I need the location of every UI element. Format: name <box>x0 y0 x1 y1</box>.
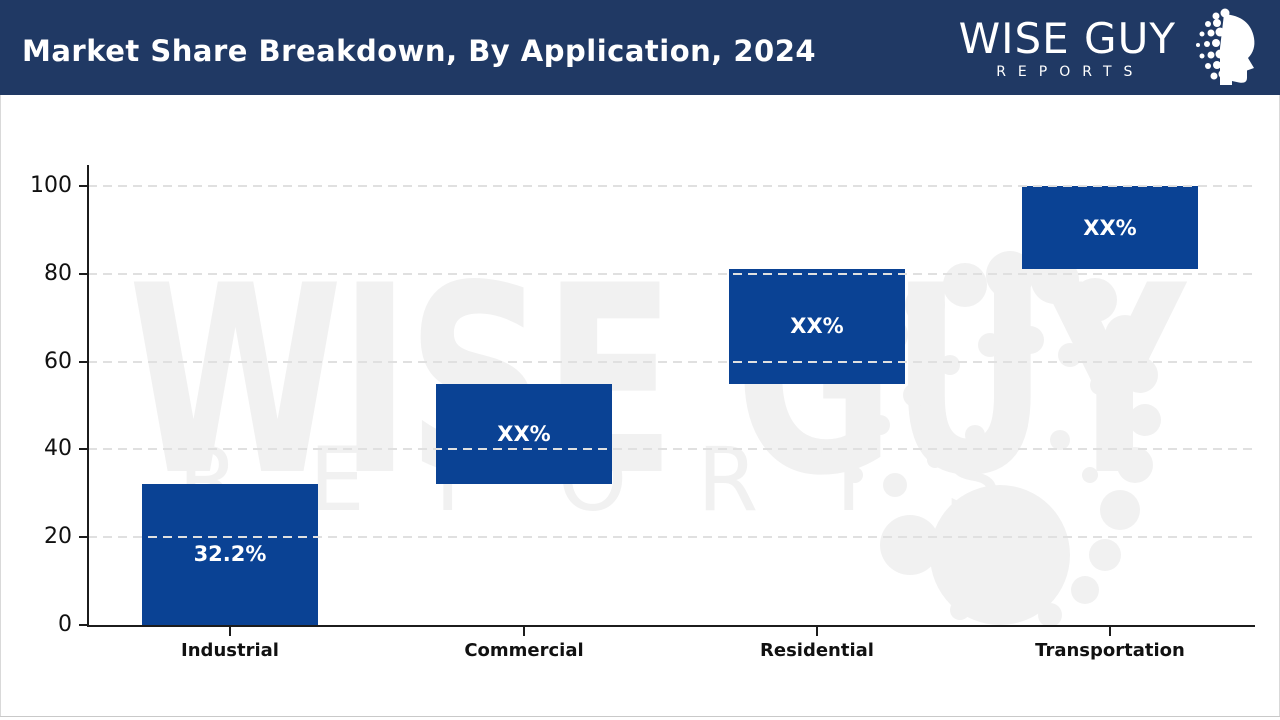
gridline <box>88 272 1255 275</box>
page-bottom-border <box>0 716 1280 717</box>
y-axis-tick-label: 40 <box>44 436 72 462</box>
x-tick-mark <box>229 627 231 636</box>
x-axis-line <box>87 625 1255 627</box>
header-bar: Market Share Breakdown, By Application, … <box>0 0 1280 95</box>
y-tick-mark <box>79 185 87 187</box>
bar-value-label: 32.2% <box>193 542 267 567</box>
logo-subtitle: REPORTS <box>996 64 1145 80</box>
y-axis-tick-label: 20 <box>44 524 72 550</box>
bar-industrial[interactable]: 32.2% <box>142 483 318 625</box>
x-category-label: Commercial <box>464 640 584 661</box>
x-category-label: Industrial <box>181 640 279 661</box>
gridline <box>88 536 1255 539</box>
x-tick-mark <box>523 627 525 636</box>
y-tick-mark <box>79 448 87 451</box>
y-axis-line <box>87 165 89 627</box>
x-category-label: Transportation <box>1035 640 1185 661</box>
x-category-label: Residential <box>760 640 874 661</box>
y-tick-mark <box>79 536 87 539</box>
logo-text: WISE GUY REPORTS <box>958 14 1176 81</box>
x-tick-mark <box>816 627 818 636</box>
bar-value-label: XX% <box>790 314 844 339</box>
page-left-border <box>0 95 1 716</box>
page-title: Market Share Breakdown, By Application, … <box>22 34 817 68</box>
y-tick-mark <box>79 360 87 363</box>
logo-head-dots-icon <box>1180 8 1262 90</box>
bar-commercial[interactable]: XX% <box>436 383 612 484</box>
bar-transportation[interactable]: XX% <box>1022 186 1198 270</box>
bar-value-label: XX% <box>497 421 551 446</box>
bar-value-label: XX% <box>1083 215 1137 240</box>
y-tick-mark <box>79 624 87 626</box>
wise-guy-logo: WISE GUY REPORTS <box>959 8 1262 90</box>
bar-residential[interactable]: XX% <box>729 269 905 384</box>
y-axis-tick-label: 0 <box>58 612 72 637</box>
y-axis-tick-label: 60 <box>44 348 72 374</box>
y-axis-tick-label: 80 <box>44 260 72 286</box>
gridline <box>88 360 1255 363</box>
x-tick-mark <box>1109 627 1111 636</box>
logo-name: WISE GUY <box>958 14 1176 63</box>
gridline <box>88 448 1255 451</box>
gridline <box>88 185 1255 187</box>
y-tick-mark <box>79 272 87 275</box>
y-axis-tick-label: 100 <box>30 173 72 198</box>
